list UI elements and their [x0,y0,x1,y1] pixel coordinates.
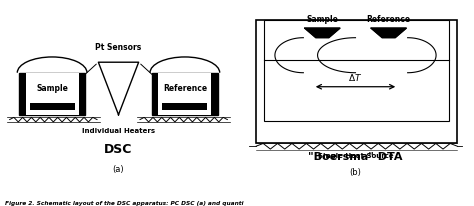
Bar [19,73,26,115]
Bar [256,20,457,143]
Text: $\Delta T$: $\Delta T$ [348,72,363,83]
Bar [211,73,218,115]
Polygon shape [99,62,138,115]
Bar [152,73,218,115]
Text: Reference: Reference [366,15,411,24]
Bar [264,20,449,121]
Bar [162,103,208,110]
Text: Sample: Sample [306,15,338,24]
Bar [19,73,85,115]
Text: "Boersma" DTA: "Boersma" DTA [308,152,403,162]
Text: Individual Heaters: Individual Heaters [82,128,155,133]
Bar [79,73,85,115]
Text: Figure 2. Schematic layout of the DSC apparatus: PC DSC (a) and quanti: Figure 2. Schematic layout of the DSC ap… [5,201,243,206]
Bar [29,103,75,110]
Bar [26,73,79,115]
Text: (b): (b) [349,168,362,177]
Text: DSC: DSC [104,143,133,156]
Text: Single Heat Source: Single Heat Source [318,153,393,159]
Polygon shape [304,28,340,38]
Text: Pt Sensors: Pt Sensors [95,43,142,52]
Text: (a): (a) [113,165,124,173]
Bar [158,73,211,115]
Polygon shape [371,28,407,38]
Bar [152,73,158,115]
Text: Sample: Sample [36,84,68,93]
Text: Reference: Reference [163,84,207,93]
